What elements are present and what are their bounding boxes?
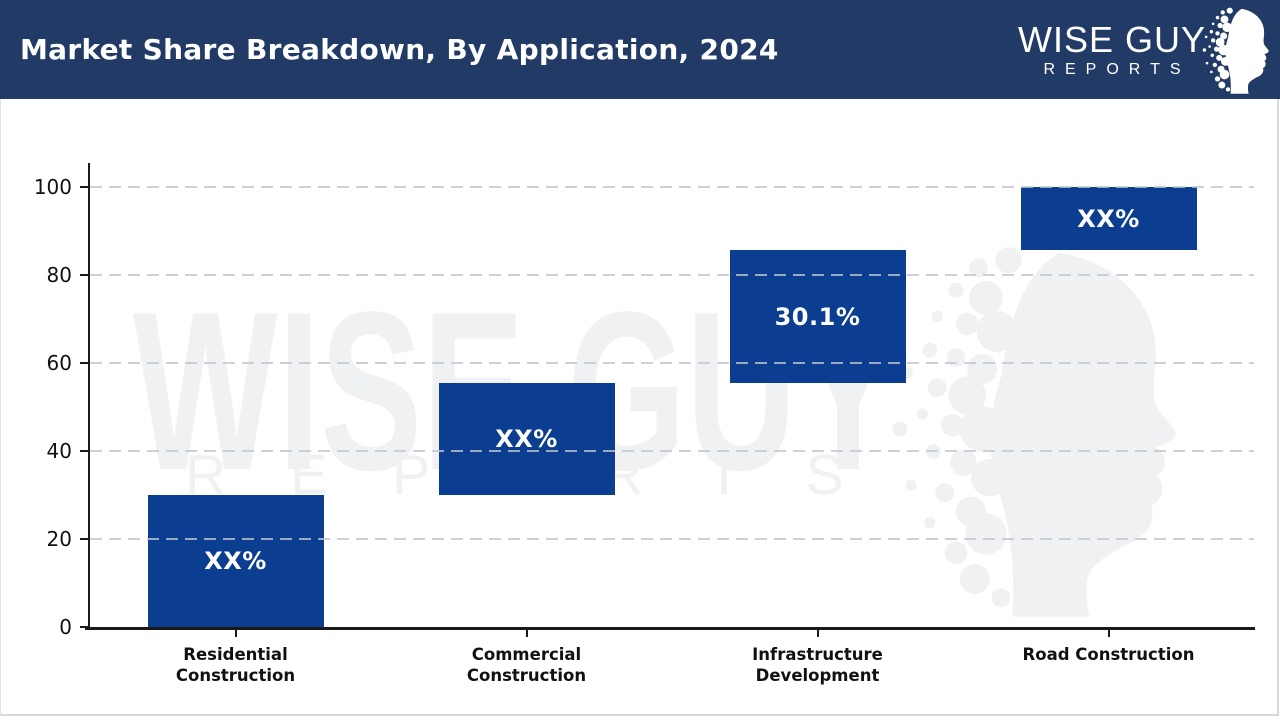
- x-category-label: Residential Construction: [175, 645, 296, 685]
- y-tick-mark: [80, 362, 89, 364]
- y-tick-label: 80: [46, 263, 72, 287]
- chart-canvas: WISE GUY REPORTS 020406080100XX%Resident…: [0, 99, 1279, 716]
- bar-value-label: XX%: [204, 547, 267, 575]
- logo-text: WISE GUY REPORTS: [1017, 18, 1206, 79]
- y-axis-line: [88, 163, 90, 630]
- x-category-label: Infrastructure Development: [752, 645, 883, 685]
- bar-value-label: XX%: [1077, 204, 1140, 233]
- y-tick-label: 40: [46, 439, 72, 463]
- y-tick-label: 20: [46, 527, 72, 551]
- bar-value-label: XX%: [495, 424, 558, 453]
- bar-value-label: 30.1%: [774, 302, 861, 331]
- chart-title: Market Share Breakdown, By Application, …: [20, 33, 779, 66]
- header-bar: Market Share Breakdown, By Application, …: [0, 0, 1280, 99]
- x-tick-mark: [525, 628, 528, 637]
- y-tick-mark: [80, 274, 89, 276]
- x-category-label: Commercial Construction: [466, 645, 587, 685]
- gridline: [90, 538, 1254, 540]
- logo-subtitle: REPORTS: [1043, 60, 1191, 78]
- gridline: [90, 186, 1254, 188]
- x-tick-mark: [234, 628, 237, 637]
- x-axis-line: [85, 627, 1255, 630]
- gridline: [90, 274, 1254, 276]
- bar-segment: 30.1%: [729, 250, 906, 383]
- bar-segment: XX%: [147, 495, 324, 627]
- y-tick-label: 60: [46, 351, 72, 375]
- bar-segment: XX%: [1020, 187, 1197, 251]
- x-tick-mark: [816, 628, 819, 637]
- gridline: [90, 450, 1254, 452]
- y-tick-mark: [80, 626, 89, 628]
- x-category-label: Road Construction: [1022, 645, 1195, 664]
- y-tick-label: 0: [59, 615, 72, 639]
- gridline: [90, 362, 1254, 364]
- y-tick-label: 100: [33, 175, 72, 199]
- bar-segment: XX%: [438, 382, 615, 495]
- plot-area: 0 20 40 60 80 100 XX% Residential Construction X…: [34, 163, 1255, 685]
- logo-wordmark: WISE GUY: [1017, 18, 1206, 60]
- x-tick-mark: [1107, 628, 1110, 637]
- y-tick-mark: [80, 186, 89, 188]
- y-tick-mark: [80, 450, 89, 452]
- wiseguy-logo: WISE GUY REPORTS: [1018, 0, 1270, 99]
- wiseguy-face-icon: [1202, 7, 1269, 94]
- y-tick-mark: [80, 538, 89, 540]
